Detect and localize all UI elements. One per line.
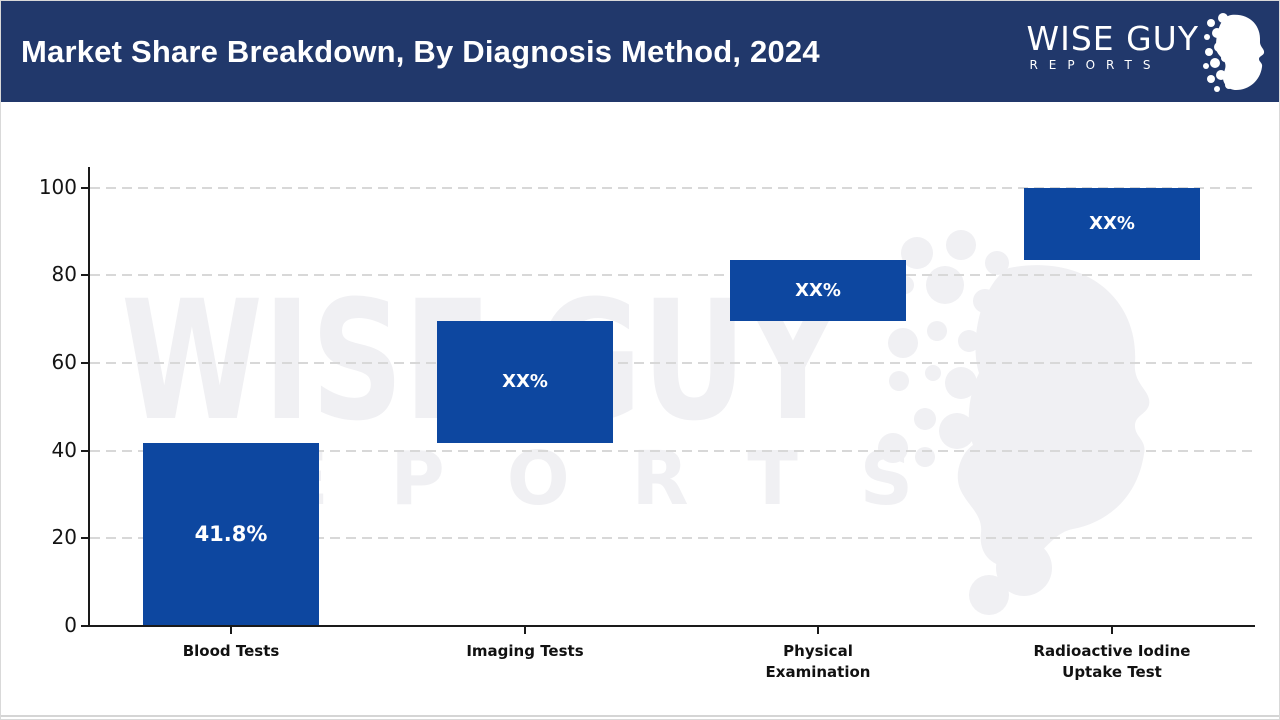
y-tick bbox=[81, 537, 89, 540]
x-category-label-line: Blood Tests bbox=[182, 642, 280, 660]
x-category-label-line: Examination bbox=[765, 663, 871, 681]
y-tick bbox=[81, 186, 89, 189]
x-category-label: Imaging Tests bbox=[415, 641, 635, 662]
x-category-label-line: Imaging Tests bbox=[466, 642, 584, 660]
x-tick bbox=[230, 627, 232, 634]
y-tick bbox=[81, 625, 89, 627]
gridline bbox=[90, 449, 1253, 452]
bar-value-label: XX% bbox=[502, 371, 548, 393]
wiseguy-logo: WISE GUY REPORTS bbox=[1026, 7, 1267, 97]
y-tick bbox=[81, 449, 89, 452]
page-title: Market Share Breakdown, By Diagnosis Met… bbox=[21, 34, 820, 69]
y-tick-label: 60 bbox=[51, 349, 77, 374]
bar-value-label: XX% bbox=[1089, 213, 1135, 235]
gridline bbox=[90, 361, 1253, 364]
logo-text: WISE GUY REPORTS bbox=[1026, 19, 1199, 73]
y-axis-line bbox=[88, 167, 90, 627]
y-tick-label: 0 bbox=[64, 613, 77, 637]
bar-value-label: XX% bbox=[795, 280, 841, 302]
x-category-label: Blood Tests bbox=[121, 641, 341, 662]
gridline bbox=[90, 274, 1253, 277]
logo-subtext: REPORTS bbox=[1029, 58, 1162, 72]
x-category-label: Radioactive Iodine Uptake Test bbox=[1002, 641, 1222, 683]
bar-imaging-tests: XX% bbox=[437, 321, 613, 443]
bar-physical-examination: XX% bbox=[730, 259, 906, 322]
footer-divider bbox=[1, 715, 1279, 717]
x-tick bbox=[1111, 627, 1113, 634]
logo-wordmark: WISE GUY bbox=[1026, 19, 1199, 58]
y-tick bbox=[81, 361, 89, 364]
bar-blood-tests: 41.8% bbox=[143, 442, 319, 626]
x-axis-line bbox=[88, 625, 1255, 627]
gridline bbox=[90, 537, 1253, 540]
bar-value-label: 41.8% bbox=[194, 522, 268, 547]
watermark-head-icon bbox=[878, 230, 1150, 615]
y-tick-label: 80 bbox=[51, 262, 77, 287]
x-category-label: Physical Examination bbox=[708, 641, 928, 683]
x-tick bbox=[524, 627, 526, 634]
y-tick-label: 20 bbox=[51, 525, 77, 550]
y-tick-label: 40 bbox=[51, 437, 77, 462]
bar-radioactive-iodine-uptake-test: XX% bbox=[1024, 187, 1200, 260]
header-bar: Market Share Breakdown, By Diagnosis Met… bbox=[1, 1, 1279, 102]
x-category-label-line: Uptake Test bbox=[1062, 663, 1162, 681]
x-category-label-line: Radioactive Iodine bbox=[1033, 642, 1191, 660]
x-tick bbox=[817, 627, 819, 634]
logo-head-icon bbox=[1203, 13, 1265, 92]
x-category-label-line: Physical bbox=[783, 642, 853, 660]
gridline bbox=[90, 186, 1253, 189]
y-tick bbox=[81, 274, 89, 277]
y-tick-label: 100 bbox=[38, 174, 77, 199]
